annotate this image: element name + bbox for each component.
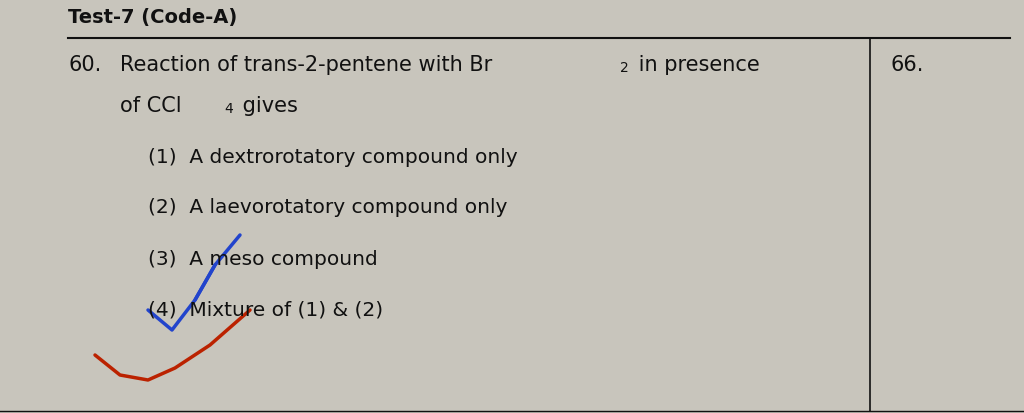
Text: Test-7 (Code-A): Test-7 (Code-A) — [68, 8, 238, 27]
Text: (1)  A dextrorotatory compound only: (1) A dextrorotatory compound only — [148, 148, 517, 167]
Text: 60.: 60. — [68, 55, 101, 75]
Text: gives: gives — [236, 96, 298, 116]
Text: 2: 2 — [620, 61, 629, 75]
Text: 66.: 66. — [890, 55, 924, 75]
Text: (3)  A meso compound: (3) A meso compound — [148, 250, 378, 269]
Text: (4)  Mixture of (1) & (2): (4) Mixture of (1) & (2) — [148, 300, 383, 319]
Text: (2)  A laevorotatory compound only: (2) A laevorotatory compound only — [148, 198, 507, 217]
Text: of CCl: of CCl — [120, 96, 181, 116]
Text: Reaction of trans-2-pentene with Br: Reaction of trans-2-pentene with Br — [120, 55, 493, 75]
Text: 4: 4 — [224, 102, 232, 116]
Text: in presence: in presence — [632, 55, 760, 75]
